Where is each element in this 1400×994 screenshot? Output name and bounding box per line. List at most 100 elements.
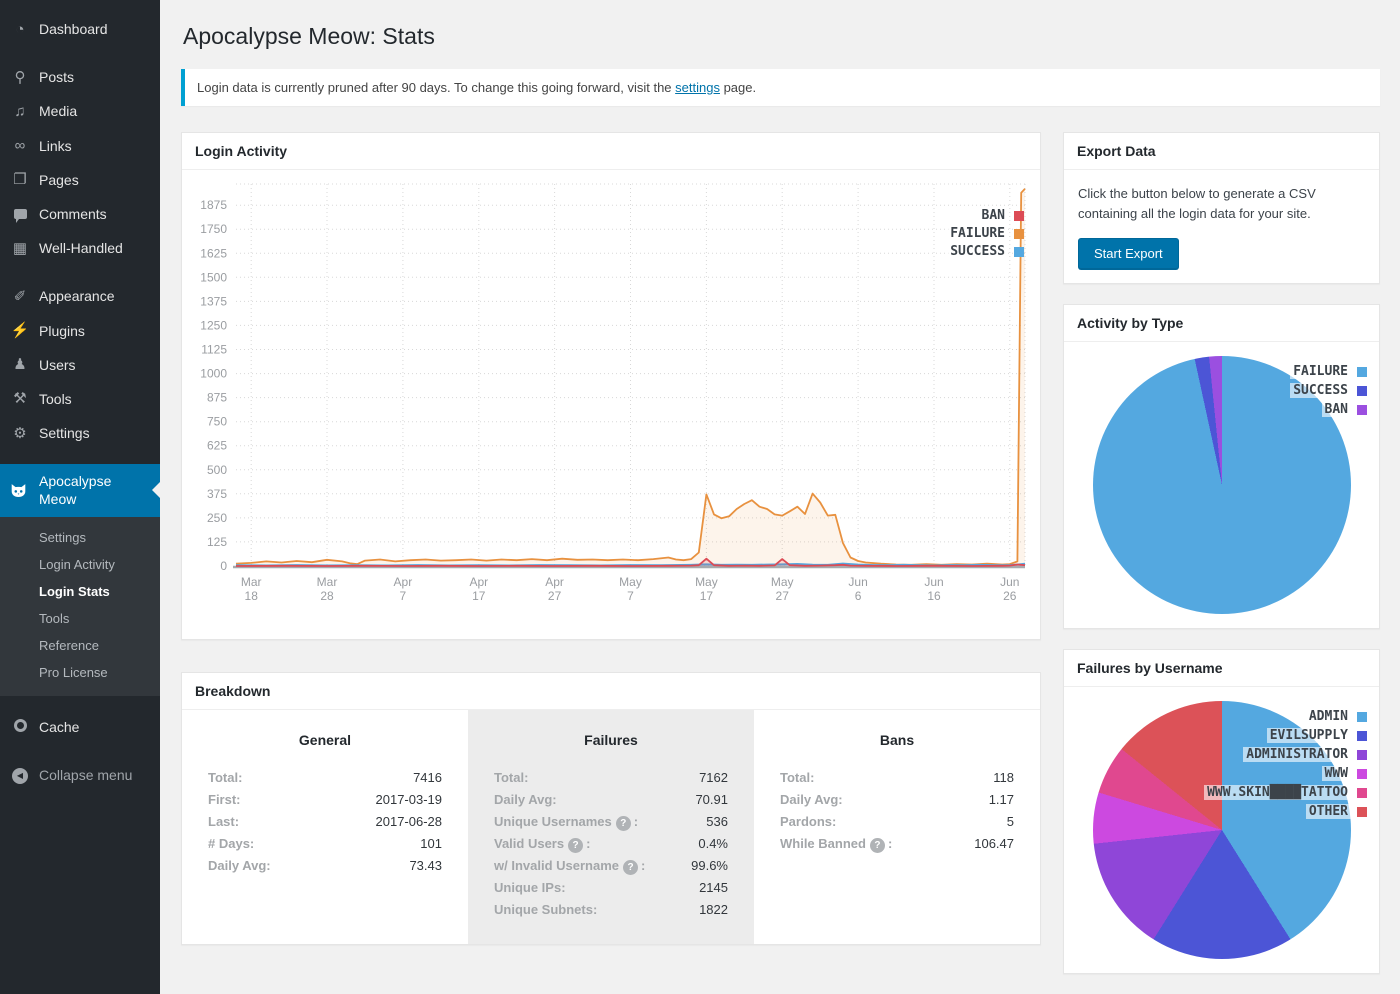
breakdown-column-bans: Bans Total: 118 Daily Avg: 1.17 Pardons: 5 Whil… — [754, 710, 1040, 944]
breakdown-label: Total: — [494, 769, 529, 785]
legend-row-ban: BAN — [978, 208, 1024, 223]
export-data-panel: Export Data Click the button below to ge… — [1063, 132, 1380, 285]
svg-text:375: 375 — [207, 487, 227, 501]
svg-text:0: 0 — [220, 559, 227, 573]
side-column: Export Data Click the button below to ge… — [1063, 132, 1380, 994]
sidebar-item-label: Tools — [39, 390, 72, 407]
breakdown-label: Daily Avg: — [494, 791, 557, 807]
legend-row: ADMIN — [1305, 709, 1367, 725]
sidebar-item-cache[interactable]: Cache — [0, 710, 160, 744]
breakdown-row: w/ Invalid Username?: 99.6% — [494, 854, 728, 876]
sidebar-item-links[interactable]: ∞ Links — [0, 129, 160, 163]
main-content: Apocalypse Meow: Stats Login data is cur… — [160, 0, 1400, 994]
start-export-button[interactable]: Start Export — [1078, 238, 1179, 270]
legend-label: BAN — [1321, 402, 1351, 418]
submenu-item-am-login-activity[interactable]: Login Activity — [39, 556, 115, 572]
legend-label: SUCCESS — [947, 244, 1008, 259]
submenu-item-am-reference[interactable]: Reference — [39, 637, 99, 653]
help-icon[interactable]: ? — [869, 837, 885, 853]
submenu-item-am-pro-license[interactable]: Pro License — [39, 664, 108, 680]
admin-menu: ◔ Dashboard ⚲ Posts ♫ Media ∞ Links ❐ Pages Commen… — [0, 12, 160, 792]
svg-text:1125: 1125 — [201, 343, 227, 357]
help-icon[interactable]: ? — [615, 815, 631, 831]
notice-text-after: page. — [719, 80, 757, 95]
svg-text:1375: 1375 — [200, 294, 227, 308]
pages-icon: ❐ — [13, 171, 27, 189]
legend-swatch — [1357, 730, 1367, 741]
sidebar-item-appearance[interactable]: ✐ Appearance — [0, 279, 160, 313]
sidebar-item-label: Cache — [39, 718, 80, 735]
svg-text:Mar: Mar — [317, 575, 338, 589]
sidebar-item-label: Posts — [39, 69, 75, 86]
breakdown-row: Total: 118 — [780, 766, 1014, 788]
breakdown-label: Last: — [208, 813, 240, 829]
svg-text:Jun: Jun — [1000, 575, 1019, 589]
svg-text:27: 27 — [548, 589, 562, 603]
sidebar-item-plugins[interactable]: ⚡ Plugins — [0, 314, 160, 348]
media-icon: ♫ — [14, 102, 26, 120]
sidebar-item-well-handled[interactable]: ▦ Well-Handled — [0, 231, 160, 265]
help-icon[interactable]: ? — [623, 859, 638, 875]
breakdown-value: 7416 — [413, 769, 442, 785]
breakdown-label: # Days: — [208, 835, 255, 851]
help-icon[interactable]: ? — [568, 837, 584, 853]
legend-row-success: SUCCESS — [947, 244, 1024, 259]
svg-text:Apr: Apr — [545, 575, 564, 589]
sidebar-item-label: Well-Handled — [39, 240, 123, 257]
svg-text:Jun: Jun — [924, 575, 943, 589]
submenu-item-am-login-stats[interactable]: Login Stats — [39, 583, 110, 599]
login-activity-title: Login Activity — [182, 133, 1040, 170]
breakdown-table: General Total: 7416 First: 2017-03-19 Last: 20… — [182, 710, 1040, 944]
settings-link[interactable]: settings — [675, 80, 720, 95]
sidebar-item-label: Dashboard — [39, 21, 108, 37]
legend-swatch — [1357, 806, 1367, 817]
legend-swatch — [1357, 749, 1367, 760]
legend-label: ADMINISTRATOR — [1243, 747, 1351, 763]
svg-text:1000: 1000 — [200, 367, 227, 381]
sidebar-item-apocalypse-meow[interactable]: Apocalypse Meow — [0, 464, 160, 517]
sidebar-item-collapse-menu[interactable]: ◀ Collapse menu — [0, 758, 160, 792]
legend-label: OTHER — [1305, 804, 1351, 820]
sidebar-item-comments[interactable]: Comments — [0, 197, 160, 231]
login-activity-panel: Login Activity 0 125 250 375 500 625 750 875 100… — [181, 132, 1041, 640]
breakdown-label: Valid Users?: — [494, 835, 591, 853]
svg-text:Mar: Mar — [241, 575, 262, 589]
breakdown-row: Total: 7416 — [208, 766, 442, 788]
content-columns: Login Activity 0 125 250 375 500 625 750 875 100… — [181, 132, 1380, 994]
svg-text:7: 7 — [400, 589, 407, 603]
sidebar-item-users[interactable]: ♟ Users — [0, 348, 160, 382]
sidebar-item-label: Media — [39, 103, 78, 120]
breakdown-value: 1.17 — [988, 791, 1014, 807]
breakdown-row: Total: 7162 — [494, 766, 728, 788]
legend-swatch — [1357, 385, 1367, 396]
legend-swatch — [1357, 787, 1367, 798]
legend-swatch — [1014, 246, 1024, 257]
failures-by-username-panel: Failures by Username ADMIN EVILSUPPLY ADMI… — [1063, 649, 1380, 975]
notice-text: Login data is currently pruned after 90 … — [197, 80, 676, 95]
submenu-item-am-tools[interactable]: Tools — [39, 610, 70, 626]
sidebar-item-dashboard[interactable]: ◔ Dashboard — [0, 12, 160, 46]
sidebar-item-pages[interactable]: ❐ Pages — [0, 163, 160, 197]
breakdown-value: 0.4% — [698, 835, 728, 851]
sidebar-item-label: Apocalypse Meow — [39, 473, 112, 508]
sidebar-item-media[interactable]: ♫ Media — [0, 94, 160, 128]
breakdown-value: 2017-06-28 — [375, 813, 443, 829]
login-activity-chart: 0 125 250 375 500 625 750 875 1000 1125 1250 1375 15… — [200, 183, 1026, 603]
breakdown-value: 118 — [993, 769, 1014, 785]
legend-row-failure: FAILURE — [947, 226, 1024, 241]
submenu-item-am-settings[interactable]: Settings — [39, 529, 86, 545]
sidebar-item-posts[interactable]: ⚲ Posts — [0, 60, 160, 94]
legend-swatch — [1014, 210, 1024, 221]
svg-text:May: May — [695, 575, 718, 589]
prune-notice: Login data is currently pruned after 90 … — [181, 69, 1380, 106]
svg-text:7: 7 — [627, 589, 634, 603]
sidebar-item-settings[interactable]: ⚙ Settings — [0, 416, 160, 450]
sidebar-item-label: Plugins — [39, 322, 85, 339]
pushpin-icon: ⚲ — [14, 68, 26, 86]
sidebar-item-label: Users — [39, 356, 76, 373]
svg-text:17: 17 — [472, 589, 486, 603]
legend-row: WWW — [1321, 766, 1367, 782]
sidebar-item-tools[interactable]: ⚒ Tools — [0, 382, 160, 416]
breakdown-value: 70.91 — [695, 791, 728, 807]
